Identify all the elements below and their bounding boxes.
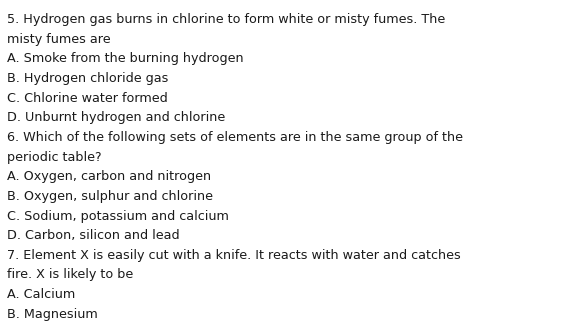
Text: D. Carbon, silicon and lead: D. Carbon, silicon and lead (7, 229, 179, 242)
Text: B. Magnesium: B. Magnesium (7, 308, 97, 321)
Text: 6. Which of the following sets of elements are in the same group of the: 6. Which of the following sets of elemen… (7, 131, 463, 144)
Text: 5. Hydrogen gas burns in chlorine to form white or misty fumes. The: 5. Hydrogen gas burns in chlorine to for… (7, 13, 445, 26)
Text: B. Hydrogen chloride gas: B. Hydrogen chloride gas (7, 72, 168, 85)
Text: B. Oxygen, sulphur and chlorine: B. Oxygen, sulphur and chlorine (7, 190, 213, 203)
Text: periodic table?: periodic table? (7, 150, 101, 164)
Text: 7. Element X is easily cut with a knife. It reacts with water and catches: 7. Element X is easily cut with a knife.… (7, 249, 460, 262)
Text: D. Unburnt hydrogen and chlorine: D. Unburnt hydrogen and chlorine (7, 112, 225, 124)
Text: C. Chlorine water formed: C. Chlorine water formed (7, 92, 168, 105)
Text: fire. X is likely to be: fire. X is likely to be (7, 269, 133, 281)
Text: A. Oxygen, carbon and nitrogen: A. Oxygen, carbon and nitrogen (7, 170, 211, 183)
Text: C. Sodium, potassium and calcium: C. Sodium, potassium and calcium (7, 210, 229, 222)
Text: misty fumes are: misty fumes are (7, 33, 110, 46)
Text: A. Smoke from the burning hydrogen: A. Smoke from the burning hydrogen (7, 52, 244, 65)
Text: A. Calcium: A. Calcium (7, 288, 75, 301)
